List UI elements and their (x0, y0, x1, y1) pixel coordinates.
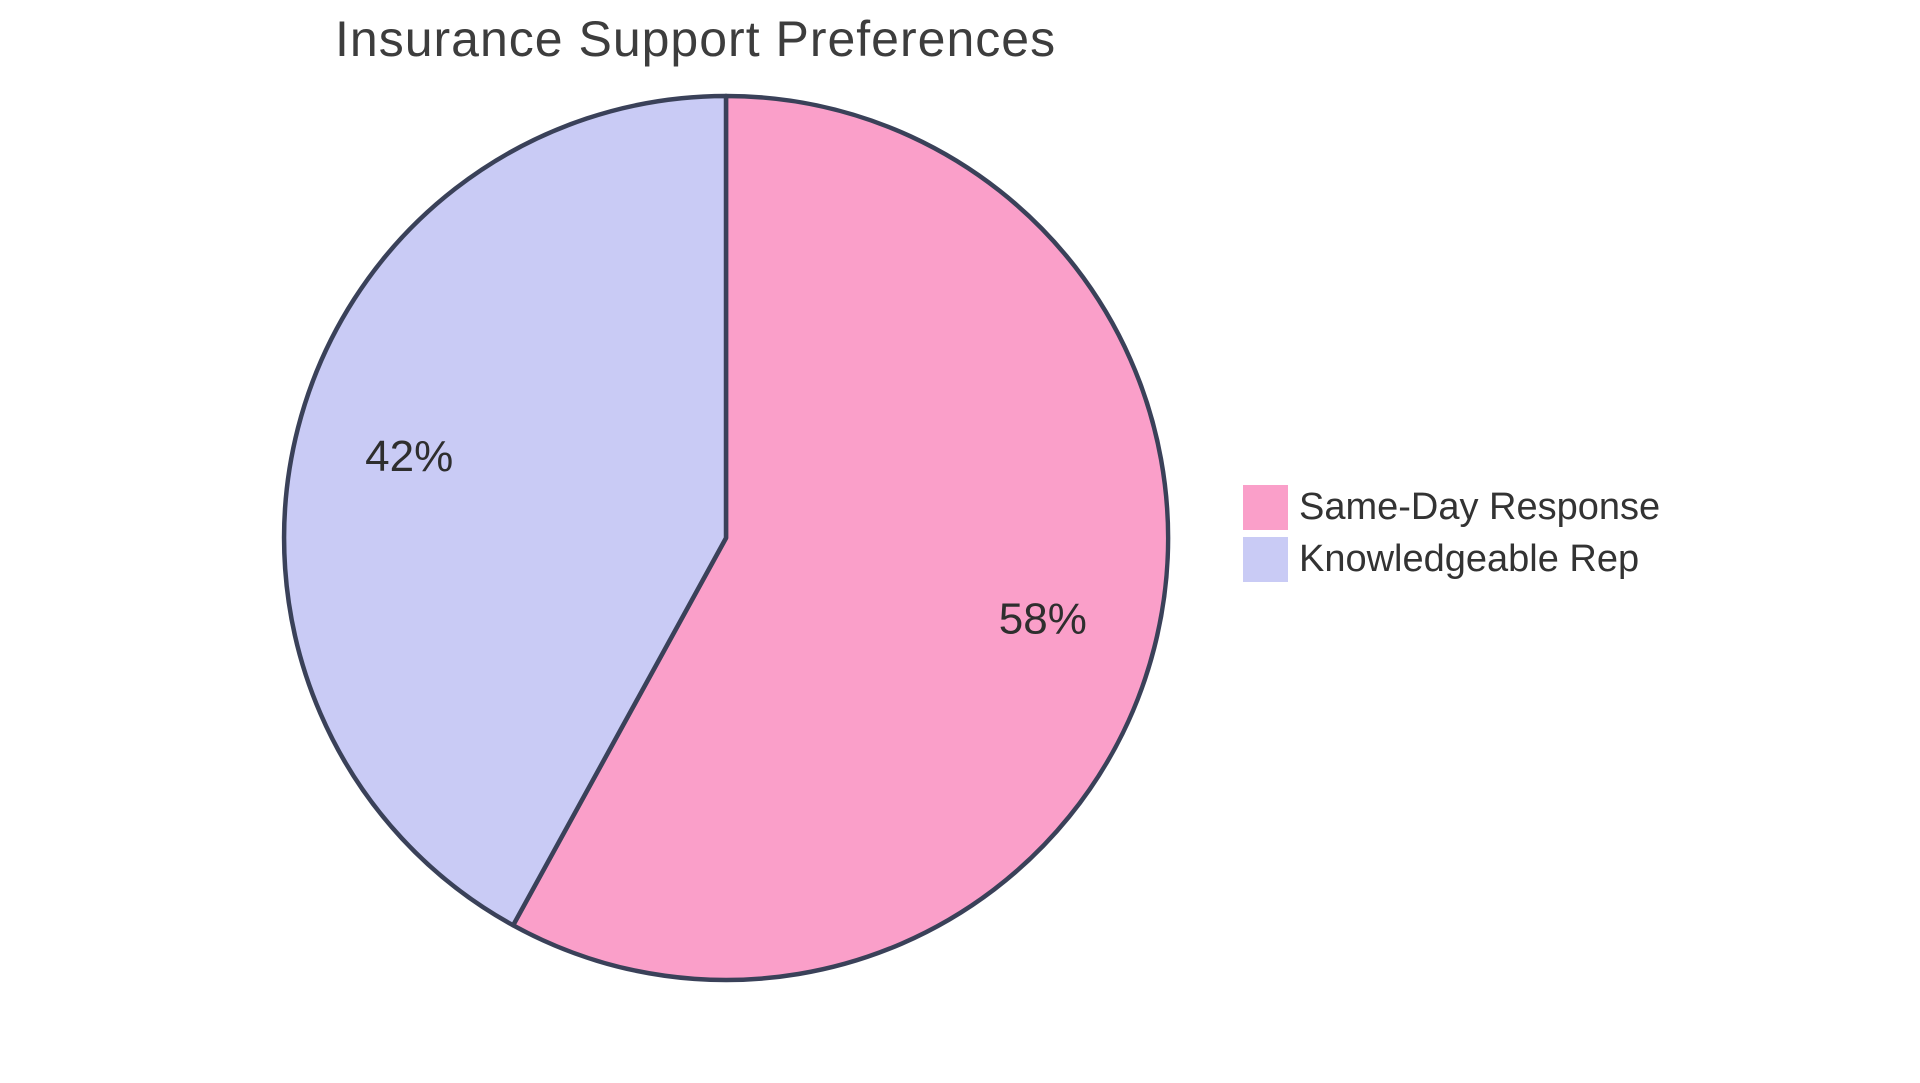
legend-label-knowledgeable-rep: Knowledgeable Rep (1299, 538, 1640, 580)
percent-label-same-day-response: 58% (999, 594, 1087, 643)
legend-swatch-same-day-response (1243, 485, 1288, 530)
legend: Same-Day Response Knowledgeable Rep (1243, 485, 1660, 582)
pie-slice-knowledgeable-rep (281, 93, 729, 928)
legend-item-knowledgeable-rep[interactable]: Knowledgeable Rep (1243, 537, 1660, 582)
legend-swatch-knowledgeable-rep (1243, 537, 1288, 582)
percent-label-knowledgeable-rep: 42% (365, 432, 453, 481)
pie-slice-same-day-response (510, 93, 1171, 983)
legend-item-same-day-response[interactable]: Same-Day Response (1243, 485, 1660, 530)
legend-label-same-day-response: Same-Day Response (1299, 486, 1661, 528)
chart-title: Insurance Support Preferences (335, 11, 1057, 67)
